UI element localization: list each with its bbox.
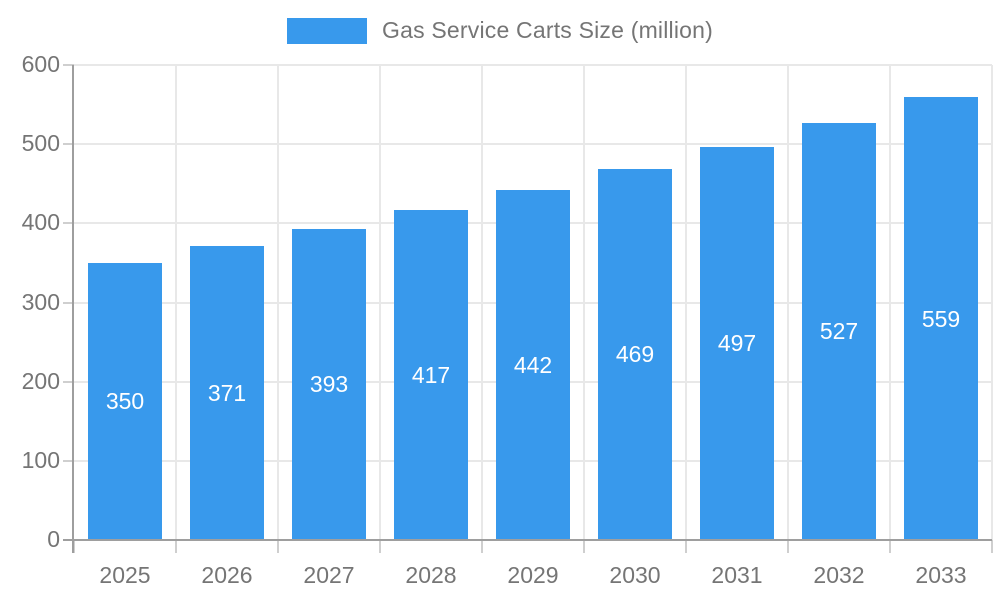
gridline-v — [481, 65, 483, 540]
bar-value-label: 350 — [105, 388, 145, 415]
y-tick — [63, 380, 74, 383]
x-tick-label: 2027 — [303, 562, 355, 588]
gridline-v — [277, 65, 279, 540]
bar — [292, 228, 366, 540]
bar-value-label: 527 — [819, 318, 859, 345]
legend-swatch — [286, 17, 367, 44]
y-tick — [63, 222, 74, 225]
gridline-v — [379, 65, 381, 540]
x-axis-line — [63, 539, 992, 541]
y-tick-label: 300 — [21, 288, 60, 315]
y-tick — [63, 301, 74, 304]
x-tick — [277, 540, 279, 553]
legend-label: Gas Service Carts Size (million) — [381, 17, 714, 43]
bar — [496, 190, 570, 540]
x-tick — [583, 540, 585, 553]
bar — [700, 146, 774, 540]
x-tick-label: 2028 — [405, 562, 457, 588]
x-tick — [175, 540, 177, 553]
bar-value-label: 417 — [411, 361, 451, 388]
bar — [394, 209, 468, 540]
y-tick-label: 600 — [21, 51, 60, 77]
gridline-v — [685, 65, 687, 540]
bar — [190, 246, 264, 540]
gridline-h — [74, 143, 992, 146]
bar-value-label: 393 — [309, 371, 349, 398]
y-axis-line — [72, 65, 74, 553]
x-tick — [379, 540, 381, 553]
y-tick-label: 500 — [21, 130, 60, 157]
gridline-h — [74, 64, 992, 66]
x-tick — [481, 540, 483, 553]
x-tick-label: 2031 — [711, 562, 763, 588]
y-tick — [63, 64, 74, 66]
x-tick-label: 2029 — [507, 562, 559, 588]
x-tick — [787, 540, 789, 553]
bar-value-label: 442 — [513, 352, 553, 379]
bar-value-label: 559 — [921, 305, 961, 332]
x-tick-label: 2025 — [99, 562, 151, 588]
y-tick-label: 0 — [47, 526, 60, 552]
gridline-v — [583, 65, 585, 540]
gridline-v — [787, 65, 789, 540]
bar — [904, 97, 978, 540]
bar-value-label: 497 — [717, 330, 757, 357]
x-tick — [73, 540, 75, 553]
x-tick-label: 2026 — [201, 562, 253, 588]
gridline-v — [889, 65, 891, 540]
legend: Gas Service Carts Size (million) — [0, 17, 1000, 44]
y-tick-label: 100 — [21, 446, 60, 473]
gridline-v — [991, 65, 993, 540]
bar — [802, 122, 876, 540]
x-tick-label: 2032 — [813, 562, 865, 588]
x-tick — [889, 540, 891, 553]
x-tick-label: 2033 — [915, 562, 967, 588]
x-tick-label: 2030 — [609, 562, 661, 588]
y-tick — [63, 143, 74, 146]
bar — [88, 262, 162, 540]
y-tick-label: 400 — [21, 209, 60, 236]
bar-value-label: 469 — [615, 341, 655, 368]
x-tick — [685, 540, 687, 553]
bar-value-label: 371 — [207, 380, 247, 407]
x-tick — [991, 540, 993, 553]
bar — [598, 168, 672, 540]
y-tick — [63, 459, 74, 462]
y-tick-label: 200 — [21, 367, 60, 394]
gridline-v — [175, 65, 177, 540]
